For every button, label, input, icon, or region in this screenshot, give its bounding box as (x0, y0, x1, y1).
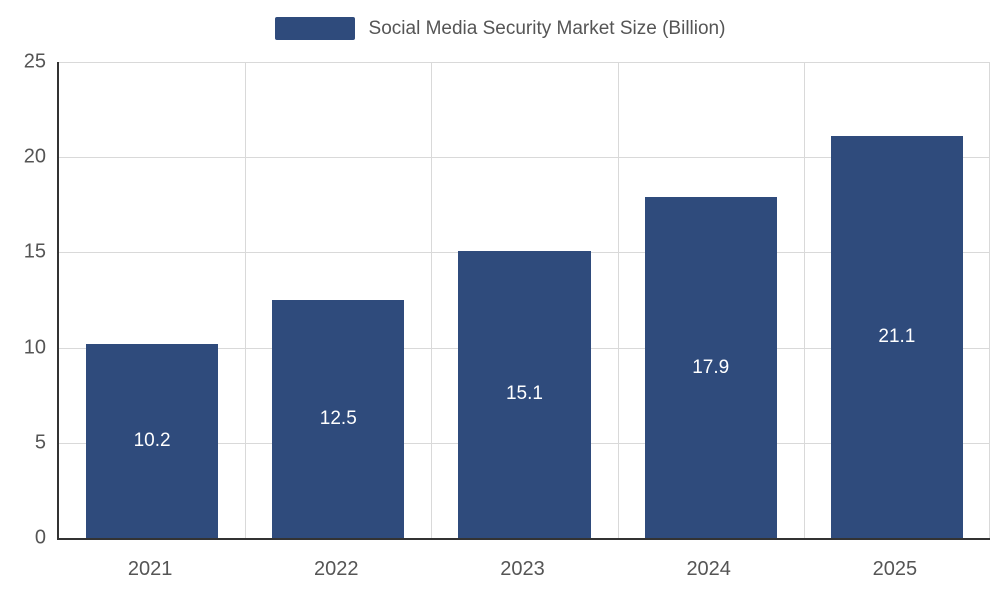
bar-2021[interactable]: 10.2 (85, 343, 219, 538)
chart-legend[interactable]: Social Media Security Market Size (Billi… (0, 17, 1000, 40)
y-tick-label: 20 (23, 145, 46, 168)
bar-2023[interactable]: 15.1 (458, 250, 591, 538)
x-tick-label-2023: 2023 (500, 558, 545, 580)
v-gridline (431, 62, 433, 538)
bar-2024[interactable]: 17.9 (644, 197, 777, 538)
bar-value-label: 17.9 (692, 356, 730, 378)
x-tick-label-2022: 2022 (314, 558, 359, 580)
v-gridline (989, 62, 990, 538)
x-tick-label-2021: 2021 (127, 558, 173, 580)
x-axis: 2021 2022 2023 2024 2025 (57, 558, 990, 588)
x-tick-label-2024: 2024 (686, 558, 731, 580)
y-tick-label: 5 (34, 431, 46, 454)
plot-area: 10.2 12.5 15.1 17.9 21.1 (57, 62, 990, 540)
legend-label: Social Media Security Market Size (Billi… (368, 17, 726, 39)
bar-value-label: 12.5 (319, 408, 357, 429)
y-tick-label: 0 (34, 526, 46, 549)
y-tick-label: 25 (23, 50, 46, 73)
x-tick-label-2025: 2025 (872, 558, 918, 580)
y-tick-label: 10 (23, 336, 46, 359)
bar-value-label: 10.2 (133, 429, 171, 451)
y-tick-label: 15 (23, 240, 46, 263)
h-gridline (59, 157, 990, 159)
v-gridline (245, 62, 247, 538)
bar-value-label: 15.1 (505, 383, 543, 405)
v-gridline (617, 62, 619, 538)
bar-2022[interactable]: 12.5 (272, 300, 405, 538)
v-gridline (803, 62, 805, 538)
legend-swatch (274, 17, 355, 40)
bar-2025[interactable]: 21.1 (830, 136, 963, 538)
h-gridline (59, 62, 990, 63)
bar-value-label: 21.1 (878, 326, 916, 348)
